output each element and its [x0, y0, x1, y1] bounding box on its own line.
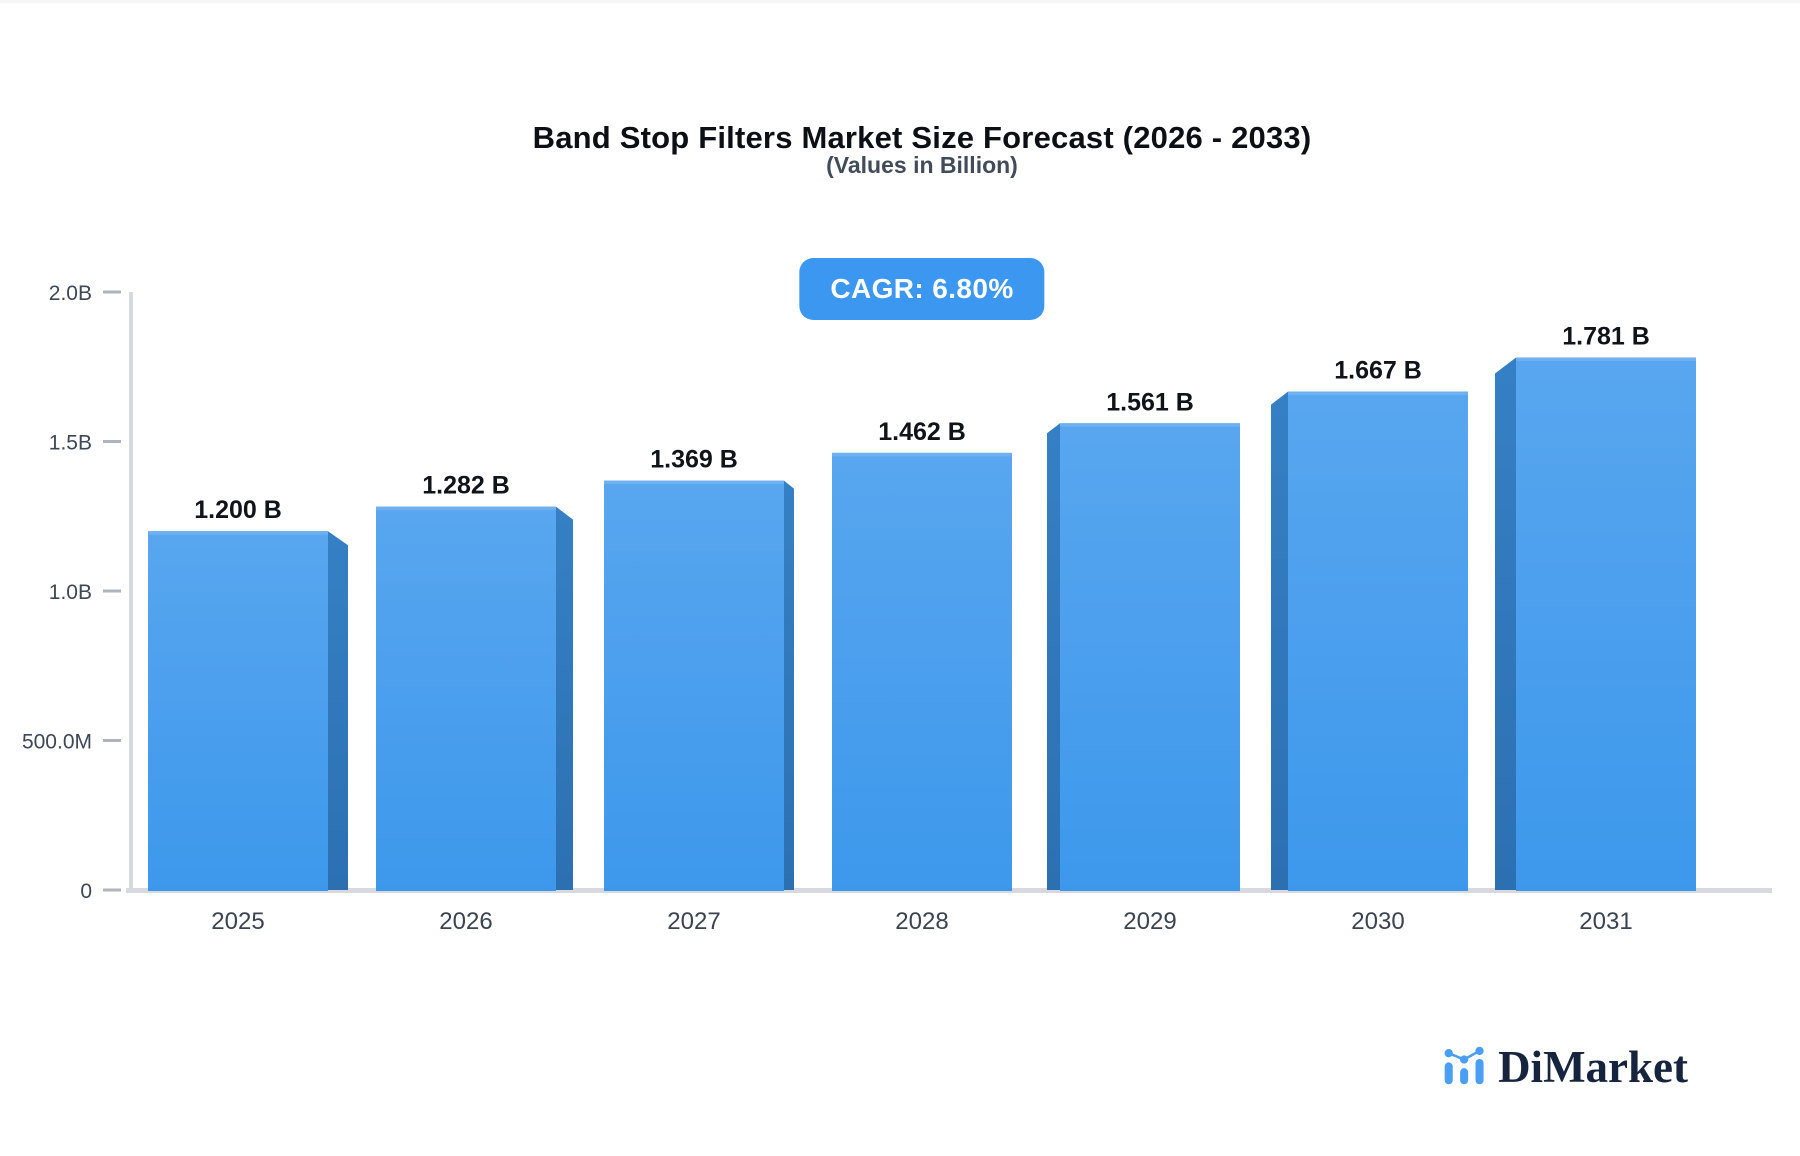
x-category-label: 2029 — [1123, 908, 1176, 935]
bar-value-label: 1.561 B — [1106, 388, 1194, 416]
x-category-label: 2026 — [439, 908, 492, 935]
x-category-label: 2027 — [667, 908, 720, 935]
x-category-label: 2025 — [211, 908, 264, 935]
bar-value-label: 1.781 B — [1562, 322, 1650, 350]
bar-side-face — [1271, 391, 1288, 890]
bar-face — [1516, 357, 1696, 892]
x-category-label: 2030 — [1351, 908, 1404, 935]
bar-top-edge — [148, 531, 328, 535]
page-subtitle: (Values in Billion) — [826, 152, 1018, 178]
x-category-label: 2028 — [895, 908, 948, 935]
dimarket-logo: DiMarket — [1441, 1044, 1688, 1090]
y-tick-label-2: 1.0B — [49, 581, 92, 604]
bar-face — [1288, 391, 1468, 891]
y-tick-label-3: 1.5B — [49, 432, 92, 455]
bar-group-2027[interactable]: 1.369 B 2027 — [604, 446, 794, 935]
logo-text: DiMarket — [1498, 1041, 1688, 1092]
bar-side-face — [784, 480, 794, 890]
bar-group-2026[interactable]: 1.282 B 2026 — [376, 472, 573, 935]
bar-face — [832, 452, 1012, 891]
bar-side-face — [328, 531, 348, 890]
bar-side-face — [1047, 423, 1060, 890]
bar-group-2028[interactable]: 1.462 B 2028 — [832, 418, 1012, 935]
page-title: Band Stop Filters Market Size Forecast (… — [532, 119, 1312, 155]
bar-face — [1060, 423, 1240, 891]
x-category-label: 2031 — [1579, 908, 1632, 935]
bar-top-edge — [376, 506, 556, 511]
bar-value-label: 1.369 B — [650, 446, 738, 474]
bar-group-2031[interactable]: 1.781 B 2031 — [1495, 322, 1696, 935]
y-tick-label-1: 500.0M — [22, 731, 92, 754]
bar-face — [148, 531, 328, 891]
y-axis-line — [129, 292, 133, 890]
y-tick-label-4: 2.0B — [49, 282, 92, 305]
bar-side-face — [556, 506, 573, 890]
bar-group-2030[interactable]: 1.667 B 2030 — [1271, 357, 1468, 935]
bar-value-label: 1.200 B — [194, 496, 282, 524]
bar-value-label: 1.667 B — [1334, 357, 1422, 385]
bar-top-edge — [832, 452, 1012, 457]
bar-top-edge — [1288, 391, 1468, 396]
bar-value-label: 1.282 B — [422, 472, 510, 500]
bar-face — [604, 480, 784, 891]
y-tick-label-0: 0 — [80, 880, 92, 903]
cagr-badge: CAGR: 6.80% — [799, 258, 1045, 320]
bar-value-label: 1.462 B — [878, 418, 966, 446]
bar-top-edge — [604, 480, 784, 485]
bar-top-edge — [1060, 423, 1240, 427]
bar-chart-logo-icon — [1444, 1046, 1484, 1085]
bar-group-2029[interactable]: 1.561 B 2029 — [1047, 388, 1240, 935]
bar-chart-canvas: 0 500.0M 1.0B 1.5B 2.0B 1.200 B 2025 1.282 B 202… — [22, 282, 1772, 935]
bar-top-edge — [1516, 357, 1696, 361]
bar-side-face — [1495, 357, 1516, 891]
bar-group-2025[interactable]: 1.200 B 2025 — [148, 496, 348, 935]
bar-face — [376, 506, 556, 891]
